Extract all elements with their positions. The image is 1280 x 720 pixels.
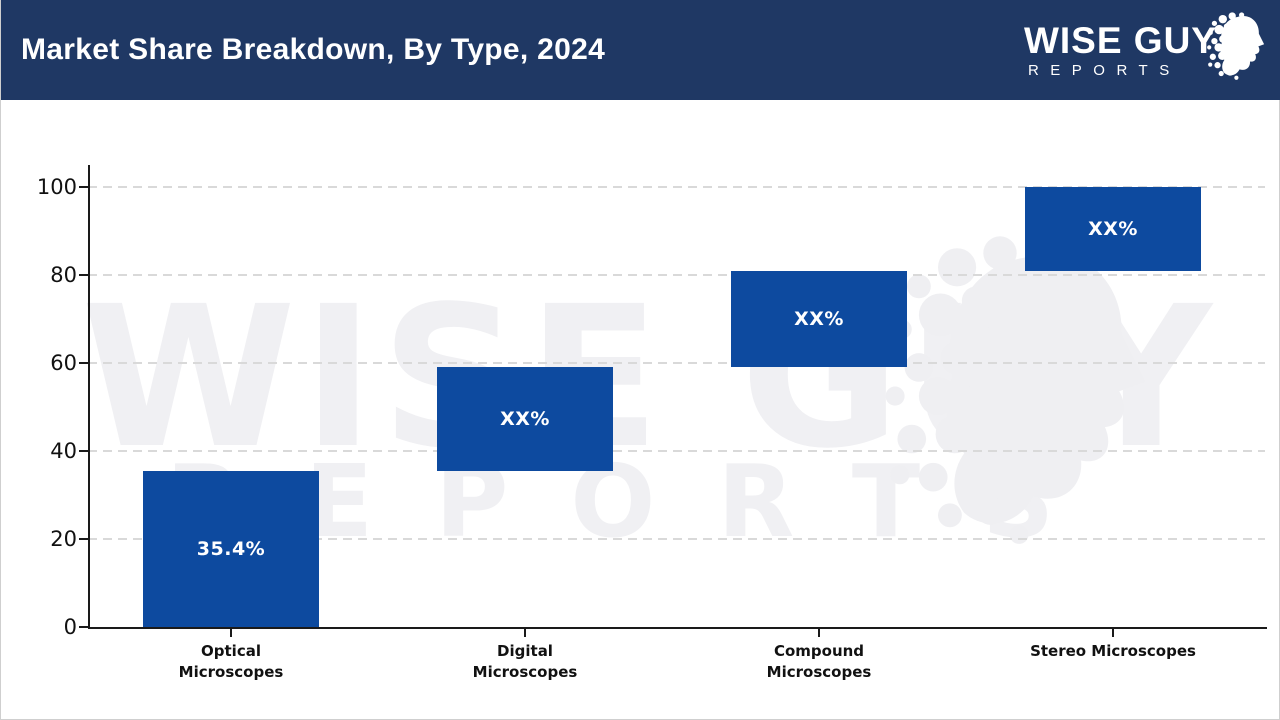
x-tick-label-compound-microscopes: Compound Microscopes	[766, 642, 872, 681]
logo-subtext: REPORTS	[1027, 61, 1181, 79]
bar-value-label: XX%	[1088, 217, 1138, 240]
bar-value-label: XX%	[500, 408, 550, 431]
gridline-40	[88, 450, 1265, 452]
bar-compound-microscopes: XX%	[731, 270, 907, 368]
gridline-80	[88, 274, 1265, 276]
y-tick-label-20: 20	[50, 527, 77, 551]
y-tick-label-0: 0	[63, 615, 77, 639]
x-tick-label-digital-microscopes: Digital Microscopes	[472, 642, 578, 681]
y-tick-label-80: 80	[50, 263, 77, 287]
gridline-20	[88, 538, 1265, 540]
x-tick-label-optical-microscopes: Optical Microscopes	[178, 642, 284, 681]
y-tick-40	[79, 450, 88, 452]
gridline-60	[88, 362, 1265, 364]
x-tick-label-stereo-microscopes: Stereo Microscopes	[1030, 642, 1196, 660]
bar-value-label: 35.4%	[196, 538, 266, 561]
page-title: Market Share Breakdown, By Type, 2024	[21, 33, 606, 66]
y-tick-label-40: 40	[50, 439, 77, 463]
y-tick-60	[79, 362, 88, 364]
y-axis	[88, 165, 90, 629]
x-axis	[88, 627, 1267, 629]
brand-logo: WISE GUY REPORTS	[1024, 4, 1273, 96]
y-tick-label-100: 100	[36, 175, 77, 199]
x-tick-stereo-microscopes	[1112, 629, 1114, 637]
gridline-100	[88, 186, 1265, 188]
logo-text: WISE GUY REPORTS	[1024, 22, 1217, 79]
y-tick-80	[79, 274, 88, 276]
y-tick-20	[79, 538, 88, 540]
bar-stereo-microscopes: XX%	[1025, 187, 1201, 271]
x-tick-compound-microscopes	[818, 629, 820, 637]
logo-head-icon	[1207, 12, 1265, 80]
y-tick-label-60: 60	[50, 351, 77, 375]
logo-wordmark: WISE GUY	[1023, 19, 1217, 61]
y-tick-0	[79, 626, 88, 628]
bar-value-label: XX%	[794, 307, 844, 330]
bar-optical-microscopes: 35.4%	[143, 471, 319, 627]
bar-digital-microscopes: XX%	[437, 367, 613, 472]
header-banner: Market Share Breakdown, By Type, 2024 WI…	[1, 0, 1280, 100]
x-tick-digital-microscopes	[524, 629, 526, 637]
y-tick-100	[79, 186, 88, 188]
chart-area: WISE GUY REPORTS 0 20 40 60 80 100 35.4% Optica…	[1, 100, 1280, 720]
x-tick-optical-microscopes	[230, 629, 232, 637]
